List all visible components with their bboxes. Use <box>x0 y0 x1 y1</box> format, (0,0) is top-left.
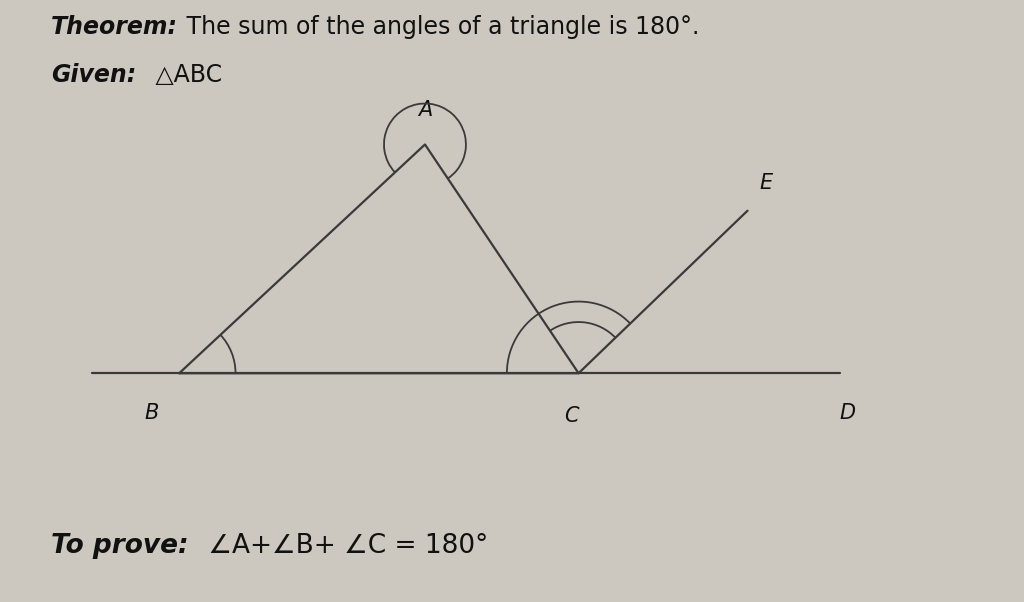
Text: E: E <box>760 173 772 193</box>
Text: To prove:: To prove: <box>51 533 188 559</box>
Text: The sum of the angles of a triangle is 180°.: The sum of the angles of a triangle is 1… <box>179 15 699 39</box>
Text: ∠A+∠B+ ∠C = 180°: ∠A+∠B+ ∠C = 180° <box>200 533 487 559</box>
Text: A: A <box>418 101 432 120</box>
Text: Given:: Given: <box>51 63 136 87</box>
Text: Theorem:: Theorem: <box>51 15 178 39</box>
Text: B: B <box>144 403 159 423</box>
Text: △ABC: △ABC <box>148 63 222 87</box>
Text: C: C <box>564 406 579 426</box>
Text: D: D <box>840 403 856 423</box>
